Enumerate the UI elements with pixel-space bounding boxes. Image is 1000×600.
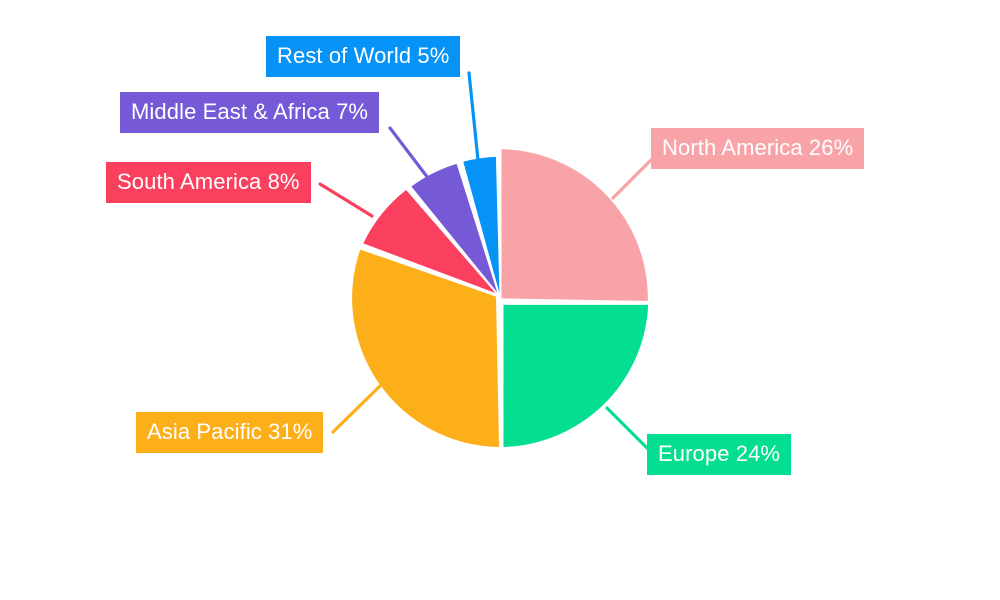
callout-label-middle-east-africa: Middle East & Africa 7% <box>131 99 369 124</box>
pie-slice-south-america[interactable] <box>363 190 496 293</box>
pie-slice-asia-pacific[interactable] <box>352 249 499 447</box>
callout-south-america[interactable]: South America 8% <box>106 162 311 203</box>
callout-asia-pacific[interactable]: Asia Pacific 31% <box>136 412 324 453</box>
callout-north-america[interactable]: North America 26% <box>651 128 865 169</box>
callout-label-rest-of-world: Rest of World 5% <box>277 43 450 68</box>
callout-label-south-america: South America 8% <box>117 169 300 194</box>
leader-line-south-america <box>318 182 374 218</box>
leader-line-middle-east-africa <box>388 126 430 180</box>
pie-slice-middle-east-africa[interactable] <box>411 163 498 293</box>
leader-line-asia-pacific <box>331 381 385 434</box>
callout-label-north-america: North America 26% <box>662 135 854 160</box>
callout-rest-of-world[interactable]: Rest of World 5% <box>266 36 461 77</box>
pie-slices <box>352 149 649 447</box>
leader-line-rest-of-world <box>467 71 480 162</box>
pie-slice-europe[interactable] <box>503 304 649 447</box>
callout-middle-east-africa[interactable]: Middle East & Africa 7% <box>120 92 380 133</box>
pie-slice-north-america[interactable] <box>501 149 648 301</box>
leader-line-europe <box>605 406 656 457</box>
callout-europe[interactable]: Europe 24% <box>647 434 792 475</box>
callout-label-asia-pacific: Asia Pacific 31% <box>147 419 313 444</box>
callout-label-europe: Europe 24% <box>658 441 781 466</box>
pie-slice-rest-of-world[interactable] <box>463 156 500 293</box>
